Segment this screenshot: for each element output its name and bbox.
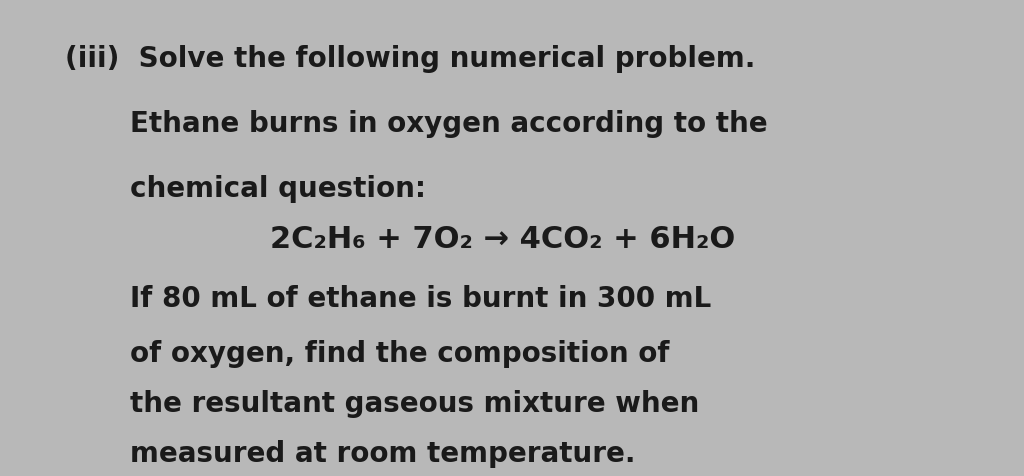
Text: (iii)  Solve the following numerical problem.: (iii) Solve the following numerical prob… — [65, 45, 756, 73]
Text: the resultant gaseous mixture when: the resultant gaseous mixture when — [130, 389, 699, 417]
Text: of oxygen, find the composition of: of oxygen, find the composition of — [130, 339, 670, 367]
Text: Ethane burns in oxygen according to the: Ethane burns in oxygen according to the — [130, 110, 768, 138]
Text: chemical question:: chemical question: — [130, 175, 426, 203]
Text: 2C₂H₆ + 7O₂ → 4CO₂ + 6H₂O: 2C₂H₆ + 7O₂ → 4CO₂ + 6H₂O — [270, 225, 735, 253]
Text: measured at room temperature.: measured at room temperature. — [130, 439, 636, 467]
Text: If 80 mL of ethane is burnt in 300 mL: If 80 mL of ethane is burnt in 300 mL — [130, 284, 712, 312]
